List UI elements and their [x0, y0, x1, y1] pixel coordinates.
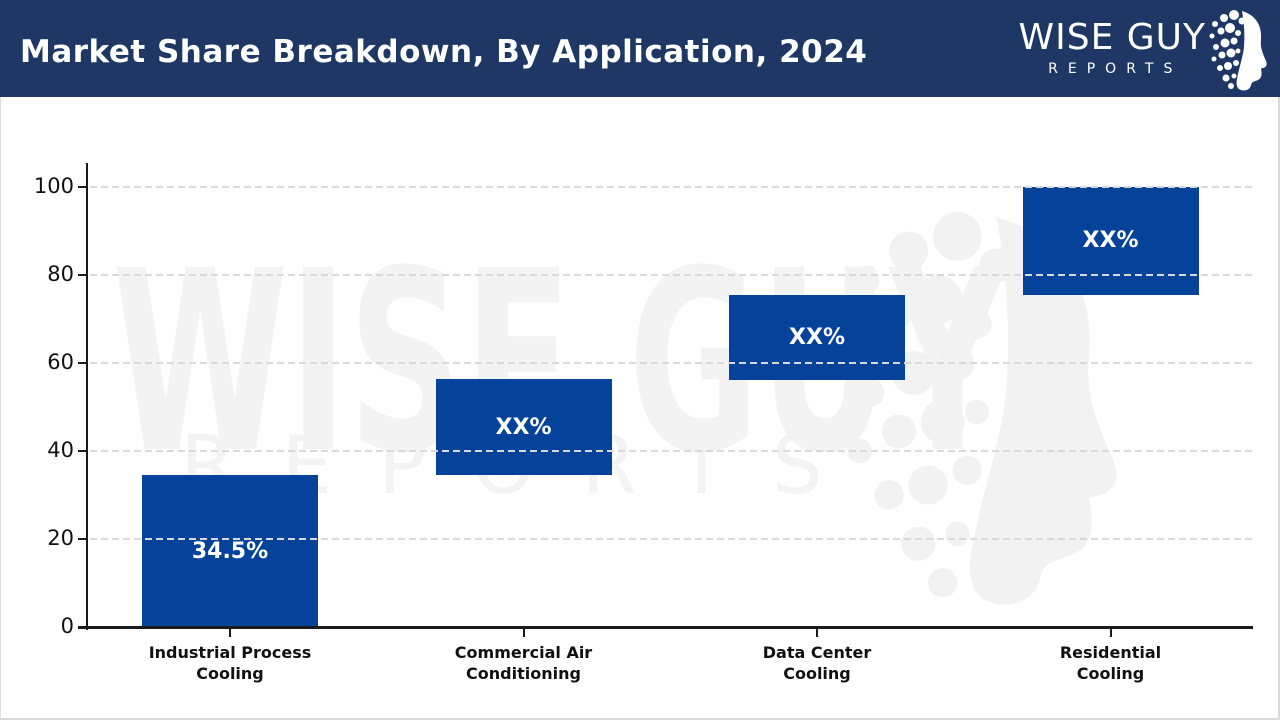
y-axis: [86, 163, 88, 630]
y-tick-label: 60: [47, 350, 74, 374]
bar-value-label: XX%: [495, 414, 552, 440]
header-bar: Market Share Breakdown, By Application, …: [0, 0, 1280, 97]
x-category-label: Data Center Cooling: [687, 642, 947, 684]
y-tick: [78, 538, 86, 540]
gridline: [90, 186, 1253, 188]
wise-guy-reports-logo: WISE GUY REPORTS: [1008, 6, 1268, 92]
x-category-label-line: Data Center: [762, 643, 872, 662]
gridline: [90, 538, 1253, 540]
x-category-label-line: Cooling: [783, 664, 851, 683]
logo-subtitle: REPORTS: [1048, 61, 1183, 77]
x-tick: [1109, 629, 1112, 637]
dotted-face-icon: [1209, 10, 1267, 91]
y-tick: [78, 274, 86, 276]
x-tick: [816, 629, 818, 637]
bar: XX%: [435, 378, 612, 476]
logo-text: WISE GUY REPORTS: [1019, 18, 1207, 78]
x-category-label: Industrial Process Cooling: [100, 642, 360, 684]
y-tick: [78, 626, 86, 628]
gridline: [90, 450, 1253, 452]
y-tick-label: 100: [33, 174, 74, 198]
x-axis: [78, 626, 1253, 629]
x-category-label-line: Conditioning: [466, 664, 581, 683]
logo-wordmark: WISE GUY: [1018, 17, 1206, 58]
bar-value-label: 34.5%: [191, 538, 269, 564]
page-title: Market Share Breakdown, By Application, …: [20, 34, 868, 70]
gridline: [90, 274, 1253, 276]
y-tick: [78, 362, 86, 364]
bar: XX%: [729, 294, 905, 381]
y-tick: [78, 186, 86, 188]
x-tick: [229, 629, 231, 637]
gridline: [90, 362, 1253, 364]
bar-value-label: XX%: [789, 324, 845, 350]
bar: XX%: [1022, 187, 1199, 295]
x-category-label-line: Cooling: [196, 664, 264, 683]
bar: 34.5%: [142, 475, 318, 627]
y-tick-label: 0: [60, 614, 74, 638]
x-category-label-line: Cooling: [1076, 664, 1145, 683]
x-category-label-line: Industrial Process: [148, 643, 312, 662]
y-tick: [78, 450, 86, 452]
x-category-label: Residential Cooling: [981, 642, 1241, 684]
y-tick-label: 40: [47, 438, 74, 462]
y-tick-label: 20: [47, 526, 74, 550]
x-tick: [522, 629, 525, 637]
y-tick-label: 80: [47, 262, 74, 286]
x-category-label-line: Commercial Air: [454, 643, 593, 662]
x-category-label: Commercial Air Conditioning: [394, 642, 654, 684]
x-category-label-line: Residential: [1059, 643, 1162, 662]
bar-value-label: XX%: [1082, 228, 1139, 254]
